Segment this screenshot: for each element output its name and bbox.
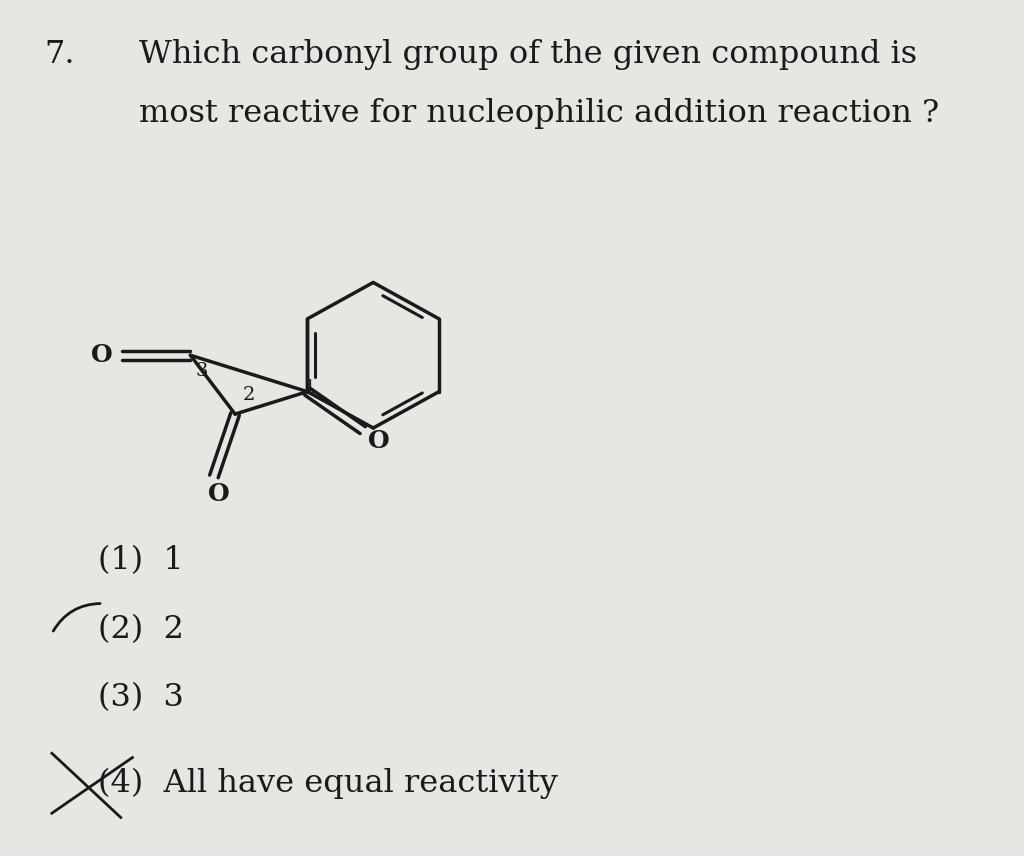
Text: O: O bbox=[368, 429, 389, 453]
Text: most reactive for nucleophilic addition reaction ?: most reactive for nucleophilic addition … bbox=[138, 98, 939, 129]
Text: 1: 1 bbox=[303, 379, 316, 397]
Text: Which carbonyl group of the given compound is: Which carbonyl group of the given compou… bbox=[138, 39, 916, 69]
Text: 7.: 7. bbox=[45, 39, 75, 69]
Text: 3: 3 bbox=[196, 362, 208, 380]
Text: (1)  1: (1) 1 bbox=[98, 545, 184, 576]
Text: O: O bbox=[91, 343, 113, 367]
Text: (4)  All have equal reactivity: (4) All have equal reactivity bbox=[98, 768, 558, 799]
Text: (2)  2: (2) 2 bbox=[98, 614, 184, 645]
Text: O: O bbox=[208, 482, 229, 506]
Text: 2: 2 bbox=[243, 386, 255, 404]
Text: (3)  3: (3) 3 bbox=[98, 682, 184, 713]
